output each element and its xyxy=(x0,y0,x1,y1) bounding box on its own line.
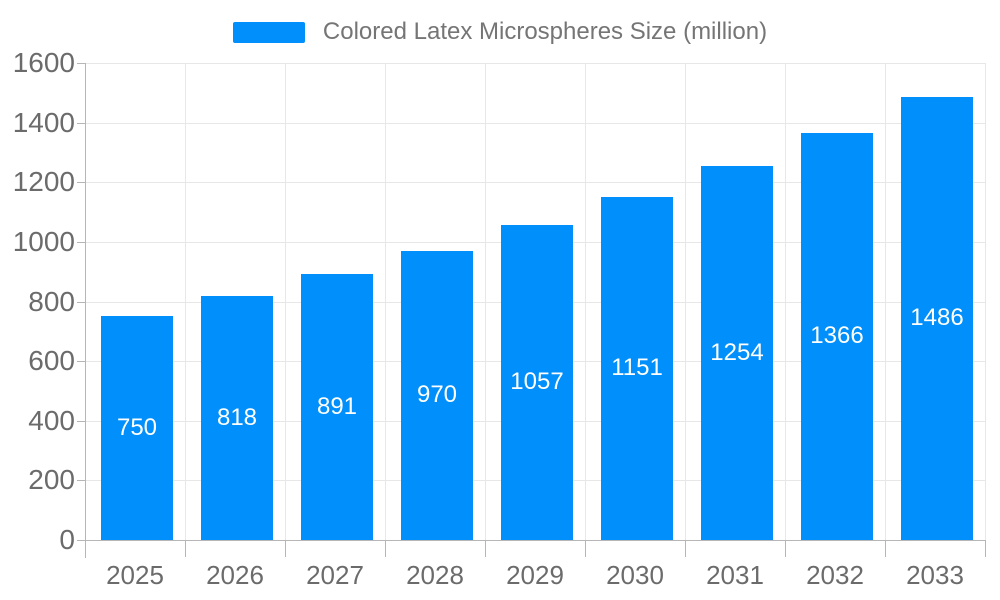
x-axis-tick-label: 2025 xyxy=(106,560,164,590)
x-axis-tick-label: 2029 xyxy=(506,560,564,590)
x-axis-tick xyxy=(785,540,786,557)
x-gridline xyxy=(585,63,586,540)
x-axis-tick-label: 2030 xyxy=(606,560,664,590)
y-axis-tick xyxy=(77,540,85,541)
bar-value-label: 818 xyxy=(216,404,258,432)
bar[interactable] xyxy=(401,250,473,540)
x-axis-tick-label: 2028 xyxy=(406,560,464,590)
y-axis-tick xyxy=(77,361,85,363)
y-axis-tick-label: 800 xyxy=(28,285,75,317)
x-axis-line xyxy=(85,540,986,541)
x-gridline xyxy=(385,63,386,540)
x-axis-tick xyxy=(185,540,186,557)
x-axis-tick-label: 2033 xyxy=(906,560,964,590)
bar[interactable] xyxy=(801,132,873,540)
y-gridline xyxy=(85,63,985,64)
bar-value-label: 1486 xyxy=(910,304,964,332)
y-axis-tick xyxy=(77,122,85,124)
legend-label: Colored Latex Microspheres Size (million… xyxy=(322,18,768,45)
y-axis-tick xyxy=(77,420,85,422)
bar[interactable] xyxy=(101,316,173,540)
x-axis-tick xyxy=(885,540,886,557)
bar-value-label: 891 xyxy=(316,393,358,421)
y-axis-tick xyxy=(77,241,85,243)
x-gridline xyxy=(885,63,886,540)
y-axis-tick xyxy=(77,301,85,303)
bar[interactable] xyxy=(301,274,373,540)
y-axis-line xyxy=(85,63,86,558)
y-axis-tick-label: 1000 xyxy=(12,225,75,257)
bar[interactable] xyxy=(701,166,773,540)
bar[interactable] xyxy=(901,96,973,540)
x-axis-tick xyxy=(485,540,486,557)
y-gridline xyxy=(85,122,985,124)
legend-item[interactable]: Colored Latex Microspheres Size (million… xyxy=(0,20,1000,44)
bar-value-label: 1254 xyxy=(710,339,764,367)
y-axis-tick-label: 1400 xyxy=(12,106,75,138)
x-gridline xyxy=(785,63,786,540)
bar[interactable] xyxy=(201,296,273,540)
y-axis-tick-label: 200 xyxy=(28,464,75,496)
x-axis-tick xyxy=(685,540,686,557)
y-axis-tick xyxy=(77,480,85,482)
y-axis-tick-label: 0 xyxy=(59,524,75,555)
x-axis-tick xyxy=(985,540,986,557)
x-gridline xyxy=(185,63,186,540)
legend-swatch xyxy=(232,21,305,43)
x-axis-tick-label: 2026 xyxy=(206,560,264,590)
x-axis-tick-label: 2027 xyxy=(306,560,364,590)
bar-value-label: 1057 xyxy=(510,368,564,396)
y-axis-tick-label: 400 xyxy=(28,404,75,436)
x-gridline xyxy=(685,63,686,540)
bar[interactable] xyxy=(501,224,573,540)
x-gridline xyxy=(485,63,486,540)
bar-value-label: 1151 xyxy=(611,354,663,382)
bar-value-label: 750 xyxy=(116,414,158,442)
x-axis-tick-label: 2031 xyxy=(706,560,764,590)
x-gridline xyxy=(985,63,986,540)
y-axis-tick-label: 600 xyxy=(28,345,75,377)
x-axis-tick xyxy=(385,540,386,557)
x-axis-tick xyxy=(285,540,286,557)
y-axis-tick-label: 1200 xyxy=(12,166,75,198)
y-axis-tick xyxy=(77,182,85,184)
bar[interactable] xyxy=(601,196,673,540)
x-gridline xyxy=(285,63,286,540)
x-axis-tick-label: 2032 xyxy=(806,560,864,590)
bar-value-label: 970 xyxy=(416,381,458,409)
y-axis-tick xyxy=(77,63,85,64)
y-axis-tick-label: 1600 xyxy=(12,47,75,78)
y-gridline xyxy=(85,182,985,184)
x-axis-tick xyxy=(585,540,586,557)
bar-value-label: 1366 xyxy=(810,322,864,350)
